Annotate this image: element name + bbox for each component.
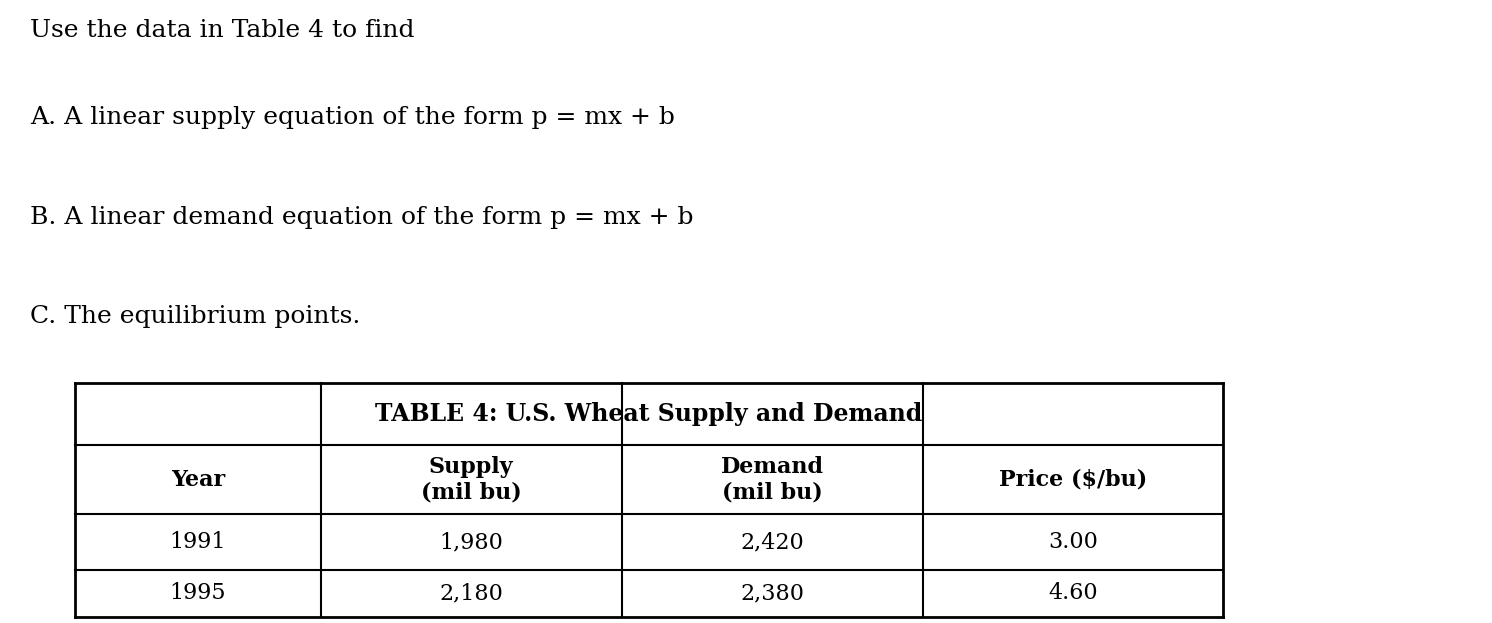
Text: B. A linear demand equation of the form p = mx + b: B. A linear demand equation of the form …	[30, 206, 694, 229]
Text: 2,180: 2,180	[439, 583, 503, 604]
Text: TABLE 4: U.S. Wheat Supply and Demand: TABLE 4: U.S. Wheat Supply and Demand	[376, 402, 922, 426]
Text: Supply
(mil bu): Supply (mil bu)	[421, 456, 522, 503]
Text: 1991: 1991	[170, 531, 225, 553]
Text: Demand
(mil bu): Demand (mil bu)	[721, 456, 824, 503]
Text: 2,380: 2,380	[740, 583, 804, 604]
Text: C. The equilibrium points.: C. The equilibrium points.	[30, 305, 360, 328]
Text: 4.60: 4.60	[1049, 583, 1098, 604]
Text: 3.00: 3.00	[1047, 531, 1098, 553]
Text: 1995: 1995	[170, 583, 225, 604]
Text: Use the data in Table 4 to find: Use the data in Table 4 to find	[30, 19, 415, 42]
Text: A. A linear supply equation of the form p = mx + b: A. A linear supply equation of the form …	[30, 106, 674, 129]
Text: Year: Year	[170, 468, 225, 491]
Text: 1,980: 1,980	[439, 531, 503, 553]
Text: 2,420: 2,420	[740, 531, 804, 553]
Text: Price ($/bu): Price ($/bu)	[998, 468, 1147, 491]
